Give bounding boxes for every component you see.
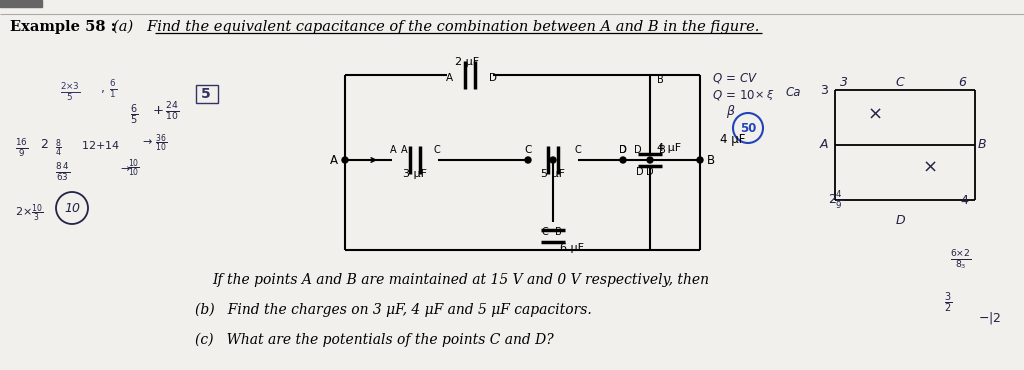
Text: $\mathbf{5}$: $\mathbf{5}$: [200, 87, 211, 101]
Text: (b)   Find the charges on 3 μF, 4 μF and 5 μF capacitors.: (b) Find the charges on 3 μF, 4 μF and 5…: [195, 303, 592, 317]
Text: $\frac{6}{5}$: $\frac{6}{5}$: [130, 103, 138, 127]
Text: $,\;\frac{6}{1}$: $,\;\frac{6}{1}$: [100, 78, 118, 100]
Text: $4$: $4$: [961, 194, 970, 206]
Text: $2\frac{4}{9}$: $2\frac{4}{9}$: [828, 189, 844, 211]
Text: D: D: [646, 167, 653, 177]
Text: ×: ×: [923, 159, 938, 177]
Text: 4 μF: 4 μF: [720, 134, 745, 147]
Text: Example 58 :: Example 58 :: [10, 20, 116, 34]
Text: 3 μF: 3 μF: [403, 169, 427, 179]
Text: $\rightarrow$: $\rightarrow$: [118, 163, 131, 173]
Text: $\rightarrow\,\frac{36}{10}$: $\rightarrow\,\frac{36}{10}$: [140, 132, 167, 154]
Text: $-|2$: $-|2$: [978, 310, 1001, 326]
Text: C: C: [542, 227, 549, 237]
Text: 50: 50: [739, 121, 756, 135]
Circle shape: [525, 157, 531, 163]
Text: D: D: [636, 167, 644, 177]
Circle shape: [342, 157, 348, 163]
Text: $\frac{3}{2}$: $\frac{3}{2}$: [944, 291, 952, 315]
Bar: [0, 0, 42, 7]
Text: B: B: [978, 138, 987, 151]
Text: 4 μF: 4 μF: [657, 143, 681, 153]
Text: 3: 3: [820, 84, 828, 97]
Text: C: C: [574, 145, 582, 155]
Text: $\;12{+}14$: $\;12{+}14$: [78, 139, 120, 151]
Circle shape: [697, 157, 703, 163]
Text: (c)   What are the potentials of the points C and D?: (c) What are the potentials of the point…: [195, 333, 554, 347]
Text: A: A: [330, 154, 338, 166]
Bar: [196, 85, 218, 103]
Text: B: B: [707, 154, 715, 166]
Text: $\frac{2{\times}3}{5}$: $\frac{2{\times}3}{5}$: [60, 81, 81, 103]
Text: $\frac{6{\times}2}{8_3}$: $\frac{6{\times}2}{8_3}$: [950, 248, 972, 272]
Text: 3: 3: [840, 75, 848, 88]
Text: $\frac{8\;4}{63}$: $\frac{8\;4}{63}$: [55, 161, 71, 183]
Text: $\frac{16}{9}$: $\frac{16}{9}$: [15, 137, 28, 159]
Text: $Q\,{=}\,10$: $Q\,{=}\,10$: [712, 88, 756, 102]
Text: If the points A and B are maintained at 15 V and 0 V respectively, then: If the points A and B are maintained at …: [212, 273, 709, 287]
Text: D: D: [489, 73, 497, 83]
Text: A: A: [400, 145, 408, 155]
Text: D: D: [618, 145, 627, 155]
Text: (a)   Find the equivalent capacitance of the combination between A and B in the : (a) Find the equivalent capacitance of t…: [113, 20, 760, 34]
Text: 5 μF: 5 μF: [541, 169, 565, 179]
Text: ×: ×: [867, 106, 883, 124]
Text: B: B: [658, 145, 666, 155]
Text: A: A: [390, 145, 396, 155]
Text: $\frac{10}{10}$: $\frac{10}{10}$: [128, 157, 140, 179]
Text: D: D: [634, 145, 642, 155]
Circle shape: [550, 157, 556, 163]
Text: $\beta$: $\beta$: [726, 104, 735, 121]
Text: 6 μF: 6 μF: [560, 243, 584, 253]
Circle shape: [620, 157, 626, 163]
Text: $+\,\frac{24}{10}$: $+\,\frac{24}{10}$: [152, 101, 179, 123]
Text: B: B: [555, 227, 561, 237]
Text: $\frac{8}{4}$: $\frac{8}{4}$: [55, 137, 62, 159]
Text: 6: 6: [958, 75, 966, 88]
Text: $Q\,{=}\,CV$: $Q\,{=}\,CV$: [712, 71, 759, 85]
Text: $\times\;\xi$: $\times\;\xi$: [754, 88, 774, 102]
Text: 2 μF: 2 μF: [455, 57, 479, 67]
Text: B: B: [656, 75, 664, 85]
Text: $2{\times}\frac{10}{3}$: $2{\times}\frac{10}{3}$: [15, 202, 43, 224]
Circle shape: [647, 157, 653, 163]
Text: A: A: [819, 138, 828, 151]
Text: $2$: $2$: [40, 138, 48, 151]
Text: D: D: [620, 145, 627, 155]
Text: C: C: [895, 75, 904, 88]
Text: C: C: [433, 145, 440, 155]
Text: C: C: [524, 145, 531, 155]
Text: 10: 10: [63, 202, 80, 215]
Text: A: A: [445, 73, 453, 83]
Text: $D$: $D$: [895, 213, 906, 226]
Text: Ca: Ca: [785, 87, 801, 100]
